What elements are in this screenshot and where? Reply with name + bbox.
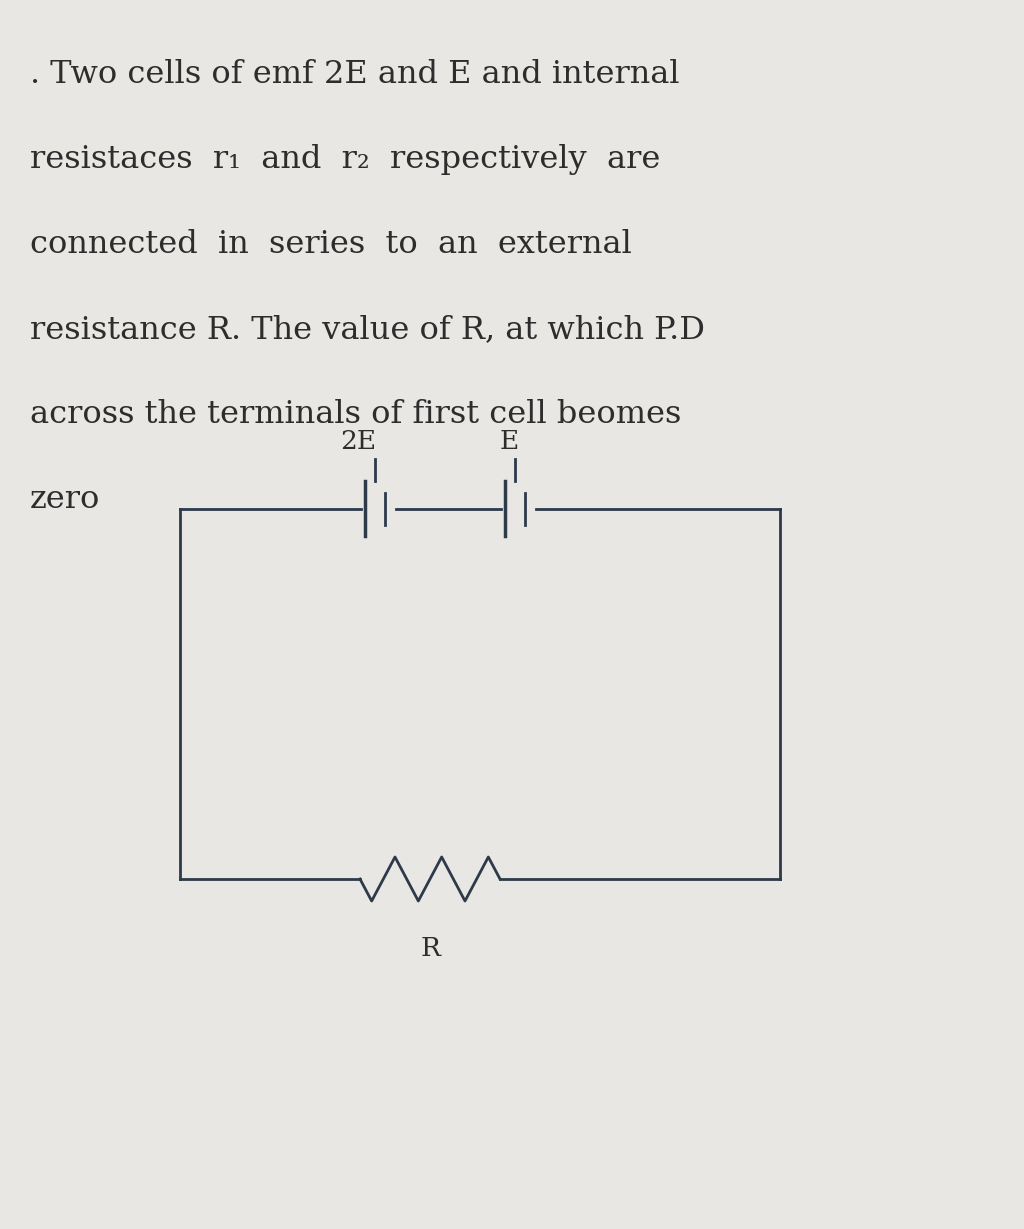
Text: across the terminals of first cell beomes: across the terminals of first cell beome… [30, 399, 681, 430]
Text: . Two cells of emf 2E and E and internal: . Two cells of emf 2E and E and internal [30, 59, 680, 90]
Text: resistance R. The value of R, at which P.D: resistance R. The value of R, at which P… [30, 313, 705, 345]
Text: R: R [420, 936, 440, 961]
Text: resistaces  r₁  and  r₂  respectively  are: resistaces r₁ and r₂ respectively are [30, 144, 660, 175]
Text: E: E [500, 429, 519, 454]
Text: connected  in  series  to  an  external: connected in series to an external [30, 229, 632, 261]
Text: 2E: 2E [340, 429, 376, 454]
Text: zero: zero [30, 484, 100, 515]
